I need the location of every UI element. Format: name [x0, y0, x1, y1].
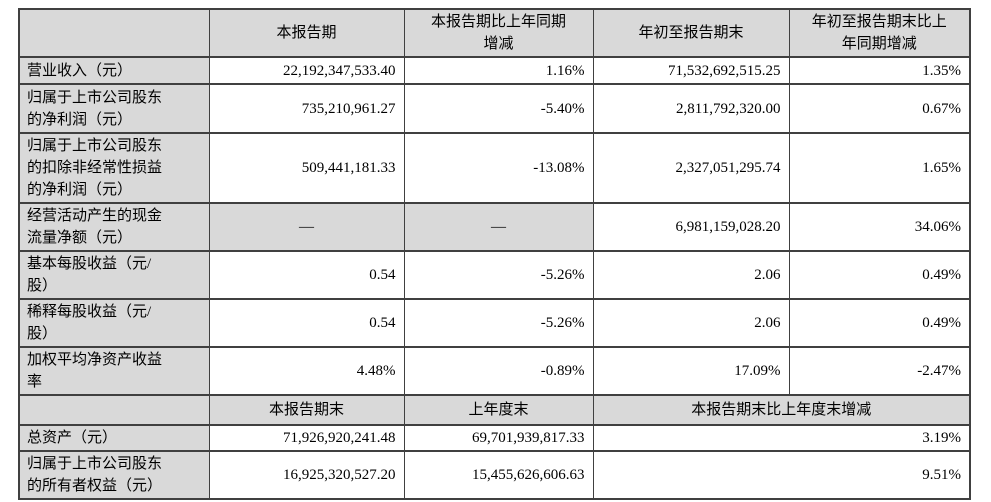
cell-value: —: [208, 202, 405, 252]
cell-value: -5.26%: [403, 250, 594, 300]
cell-value: 3.19%: [592, 424, 971, 452]
cell-value: 735,210,961.27: [208, 83, 405, 134]
cell-value: 9.51%: [592, 450, 971, 500]
table-row: 归属于上市公司股东 的扣除非经常性损益 的净利润（元） 509,441,181.…: [18, 132, 971, 204]
row-label: 加权平均净资产收益 率: [18, 346, 210, 396]
cell-value: 2.06: [592, 250, 790, 300]
row-label: 归属于上市公司股东 的扣除非经常性损益 的净利润（元）: [18, 132, 210, 204]
key-financials-table: 本报告期 本报告期比上年同期 增减 年初至报告期末 年初至报告期末比上 年同期增…: [18, 8, 971, 500]
cell-value: 15,455,626,606.63: [403, 450, 594, 500]
table-row: 稀释每股收益（元/ 股） 0.54 -5.26% 2.06 0.49%: [18, 298, 971, 348]
cell-value: 22,192,347,533.40: [208, 56, 405, 85]
cell-value: 1.16%: [403, 56, 594, 85]
cell-value: 1.65%: [788, 132, 971, 204]
row-label: 归属于上市公司股东 的所有者权益（元）: [18, 450, 210, 500]
cell-value: -2.47%: [788, 346, 971, 396]
cell-value: 71,926,920,241.48: [208, 424, 405, 452]
cell-value: -5.26%: [403, 298, 594, 348]
table-row: 基本每股收益（元/ 股） 0.54 -5.26% 2.06 0.49%: [18, 250, 971, 300]
corner-cell: [18, 394, 210, 426]
header-row-period-end: 本报告期末 上年度末 本报告期末比上年度末增减: [18, 394, 971, 426]
cell-value: —: [403, 202, 594, 252]
cell-value: -5.40%: [403, 83, 594, 134]
cell-value: 69,701,939,817.33: [403, 424, 594, 452]
cell-value: 0.54: [208, 298, 405, 348]
header-period-end-change: 本报告期末比上年度末增减: [592, 394, 971, 426]
row-label: 稀释每股收益（元/ 股）: [18, 298, 210, 348]
table-row: 营业收入（元） 22,192,347,533.40 1.16% 71,532,6…: [18, 56, 971, 85]
table-row: 经营活动产生的现金 流量净额（元） — — 6,981,159,028.20 3…: [18, 202, 971, 252]
cell-value: 4.48%: [208, 346, 405, 396]
header-prior-year-end: 上年度末: [403, 394, 594, 426]
cell-value: 2.06: [592, 298, 790, 348]
cell-value: 16,925,320,527.20: [208, 450, 405, 500]
cell-value: 0.54: [208, 250, 405, 300]
cell-value: 2,811,792,320.00: [592, 83, 790, 134]
table-row: 归属于上市公司股东 的所有者权益（元） 16,925,320,527.20 15…: [18, 450, 971, 500]
header-period-yoy-change: 本报告期比上年同期 增减: [403, 8, 594, 58]
cell-value: 0.49%: [788, 298, 971, 348]
cell-value: 0.49%: [788, 250, 971, 300]
cell-value: 17.09%: [592, 346, 790, 396]
cell-value: 0.67%: [788, 83, 971, 134]
row-label: 营业收入（元）: [18, 56, 210, 85]
corner-cell: [18, 8, 210, 58]
cell-value: 6,981,159,028.20: [592, 202, 790, 252]
cell-value: 34.06%: [788, 202, 971, 252]
table-row: 归属于上市公司股东 的净利润（元） 735,210,961.27 -5.40% …: [18, 83, 971, 134]
row-label: 总资产（元）: [18, 424, 210, 452]
header-ytd: 年初至报告期末: [592, 8, 790, 58]
header-row-period: 本报告期 本报告期比上年同期 增减 年初至报告期末 年初至报告期末比上 年同期增…: [18, 8, 971, 58]
cell-value: 509,441,181.33: [208, 132, 405, 204]
row-label: 经营活动产生的现金 流量净额（元）: [18, 202, 210, 252]
table-row: 加权平均净资产收益 率 4.48% -0.89% 17.09% -2.47%: [18, 346, 971, 396]
cell-value: -13.08%: [403, 132, 594, 204]
cell-value: 2,327,051,295.74: [592, 132, 790, 204]
table-row: 总资产（元） 71,926,920,241.48 69,701,939,817.…: [18, 424, 971, 452]
header-current-period: 本报告期: [208, 8, 405, 58]
cell-value: 71,532,692,515.25: [592, 56, 790, 85]
cell-value: 1.35%: [788, 56, 971, 85]
cell-value: -0.89%: [403, 346, 594, 396]
row-label: 基本每股收益（元/ 股）: [18, 250, 210, 300]
header-ytd-yoy-change: 年初至报告期末比上 年同期增减: [788, 8, 971, 58]
row-label: 归属于上市公司股东 的净利润（元）: [18, 83, 210, 134]
header-period-end: 本报告期末: [208, 394, 405, 426]
